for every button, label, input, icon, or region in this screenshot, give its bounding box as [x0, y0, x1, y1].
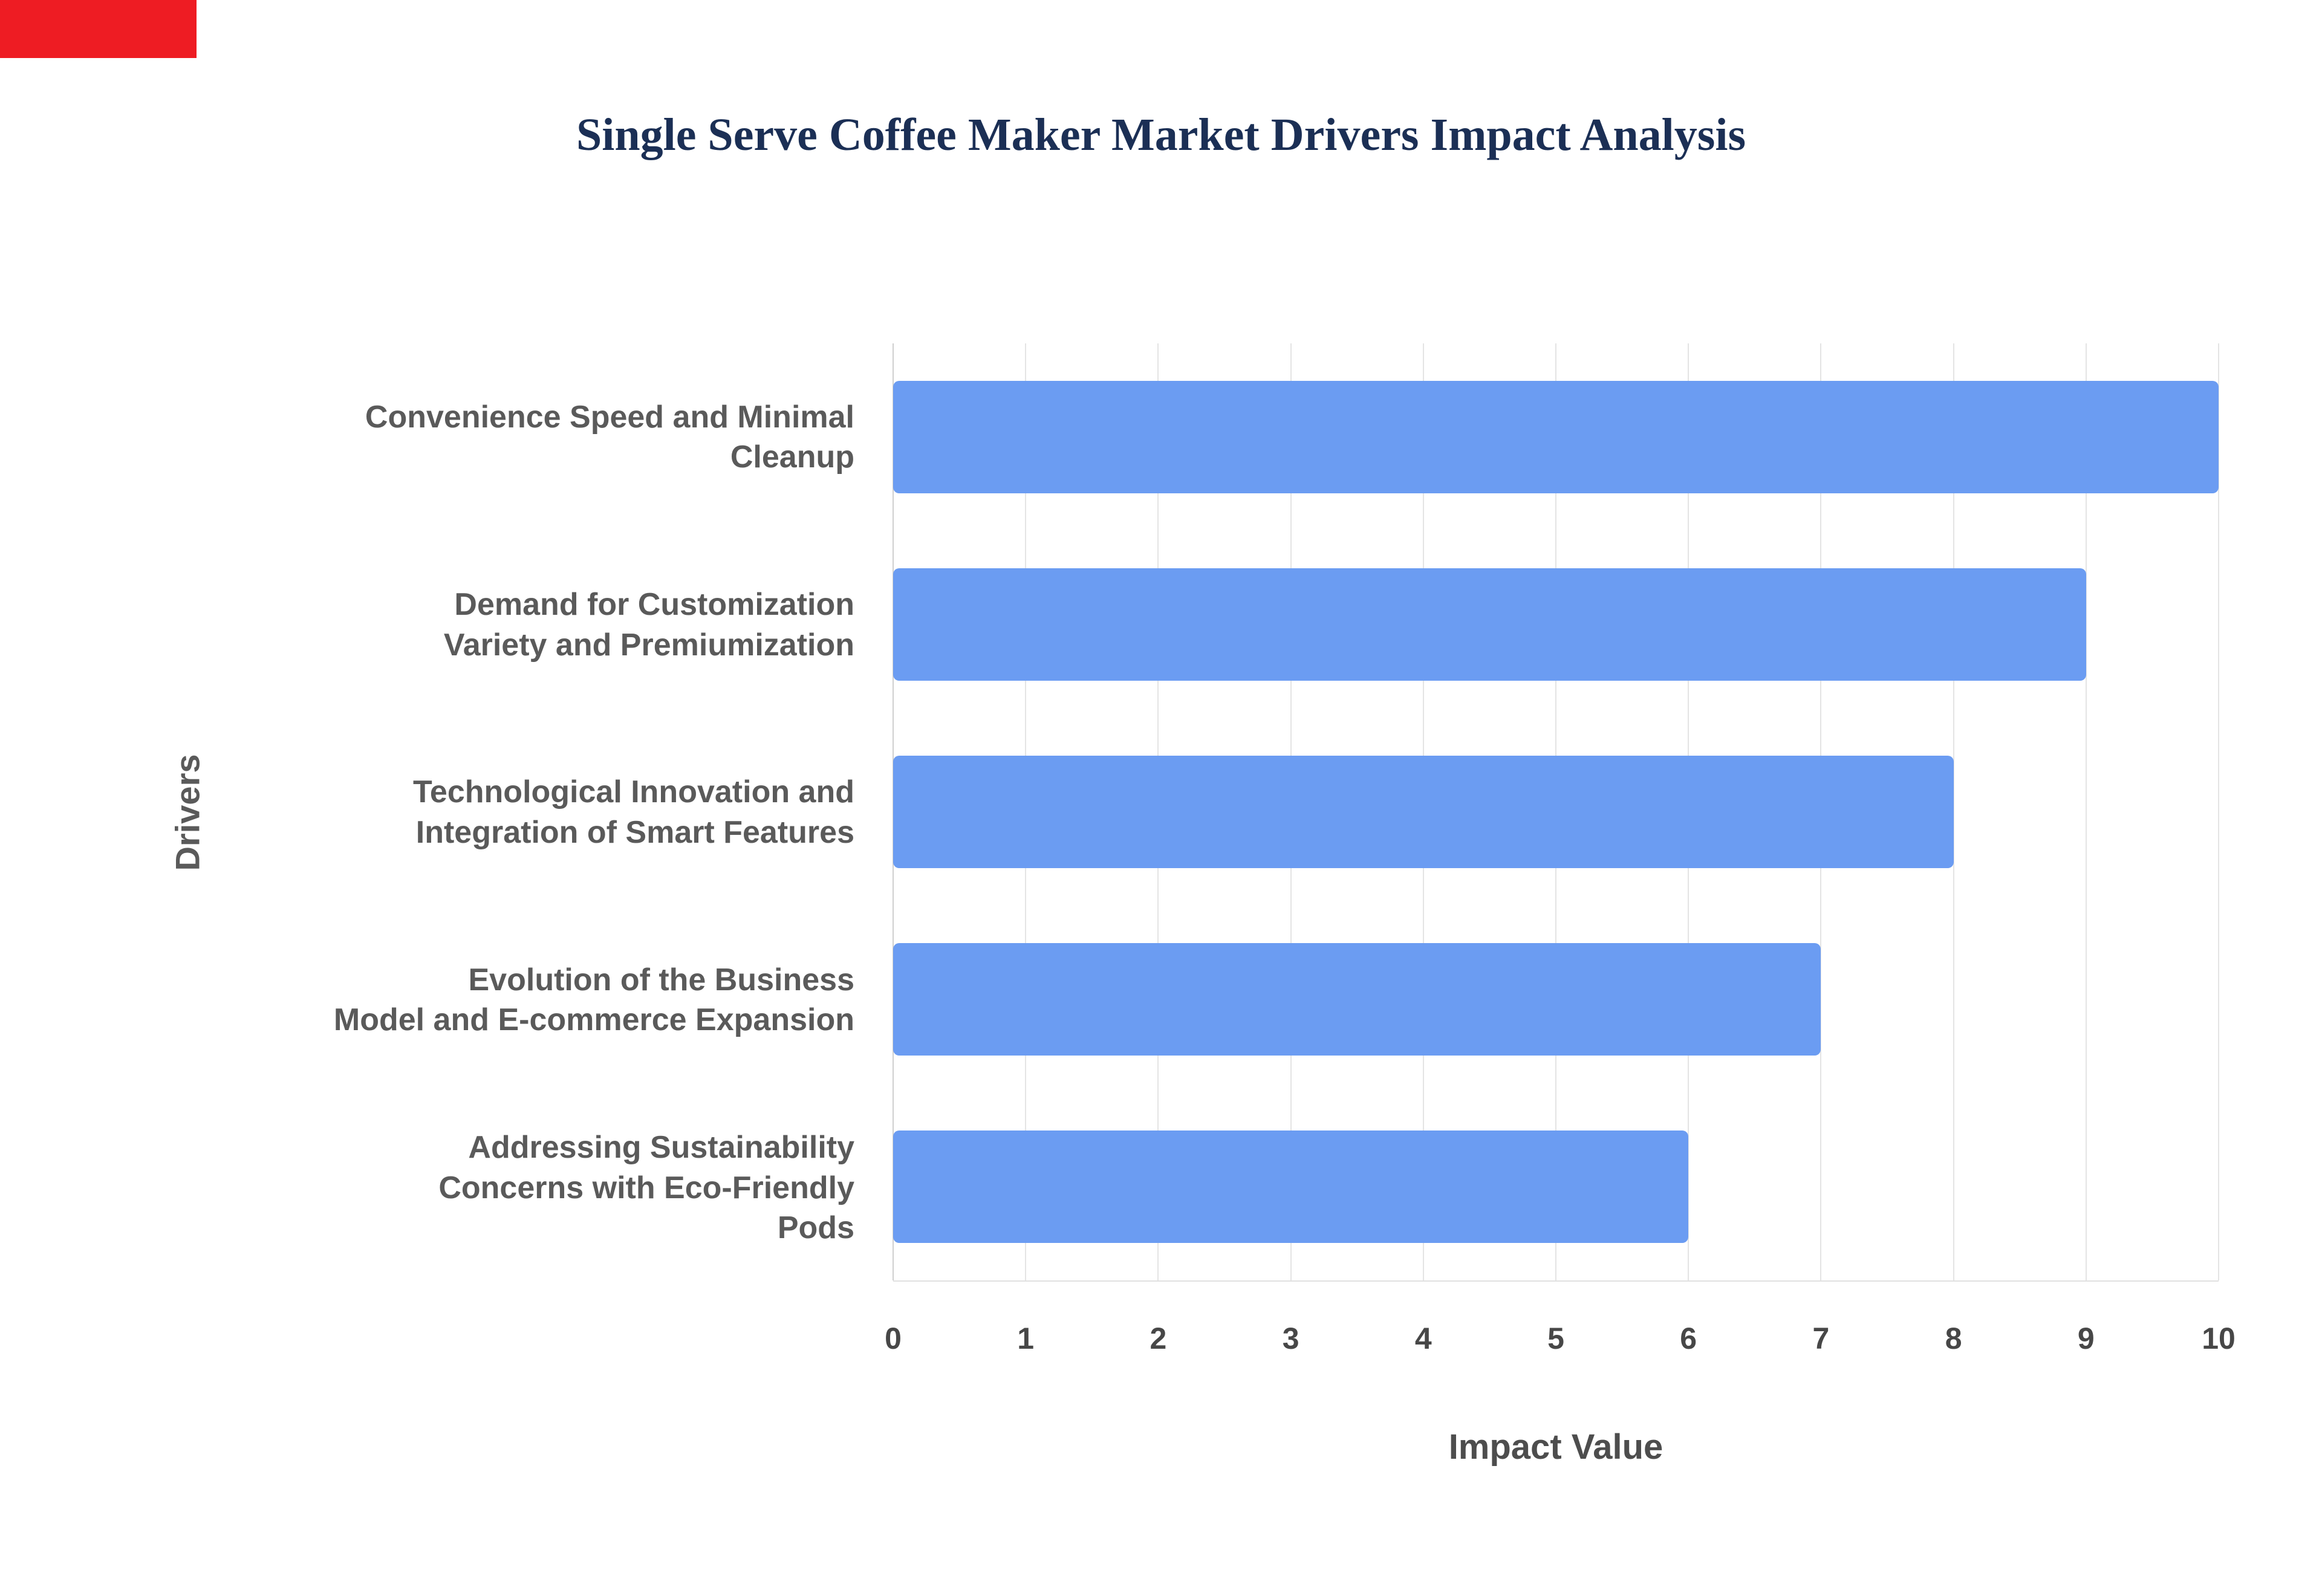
gridline [2085, 343, 2087, 1280]
x-axis-title: Impact Value [1448, 1427, 1663, 1467]
category-label: Demand for Customization Variety and Pre… [443, 587, 854, 663]
category-label: Convenience Speed and Minimal Cleanup [365, 399, 854, 475]
x-tick-label: 3 [1282, 1322, 1299, 1355]
gridline [1953, 343, 1954, 1280]
bar [893, 1130, 1689, 1243]
x-tick-label: 7 [1812, 1322, 1830, 1355]
category-label: Addressing Sustainability Concerns with … [438, 1129, 854, 1246]
category-label: Evolution of the Business Model and E-co… [333, 962, 854, 1038]
x-tick-label: 5 [1547, 1322, 1564, 1355]
bar [893, 756, 1954, 868]
x-axis-ticks: 0 1 2 3 4 5 6 7 8 9 10 [885, 1321, 2236, 1369]
bar [893, 943, 1821, 1056]
x-tick-label: 2 [1150, 1322, 1167, 1355]
x-tick-label: 6 [1680, 1322, 1697, 1355]
x-tick-label: 4 [1414, 1322, 1432, 1355]
x-tick-label: 8 [1945, 1322, 1962, 1355]
x-tick-label: 1 [1017, 1322, 1035, 1355]
chart-title: Single Serve Coffee Maker Market Drivers… [576, 109, 1746, 160]
category-labels: Convenience Speed and Minimal Cleanup Dem… [181, 343, 857, 1282]
x-tick-label: 10 [2202, 1322, 2236, 1355]
x-tick-label: 0 [885, 1322, 902, 1355]
bar [893, 568, 2086, 681]
bar [893, 381, 2219, 493]
category-label: Technological Innovation and Integration… [413, 774, 854, 850]
gridline [2218, 343, 2219, 1280]
x-tick-label: 9 [2077, 1322, 2095, 1355]
red-corner-marker [0, 0, 197, 58]
plot-area [893, 343, 2219, 1282]
